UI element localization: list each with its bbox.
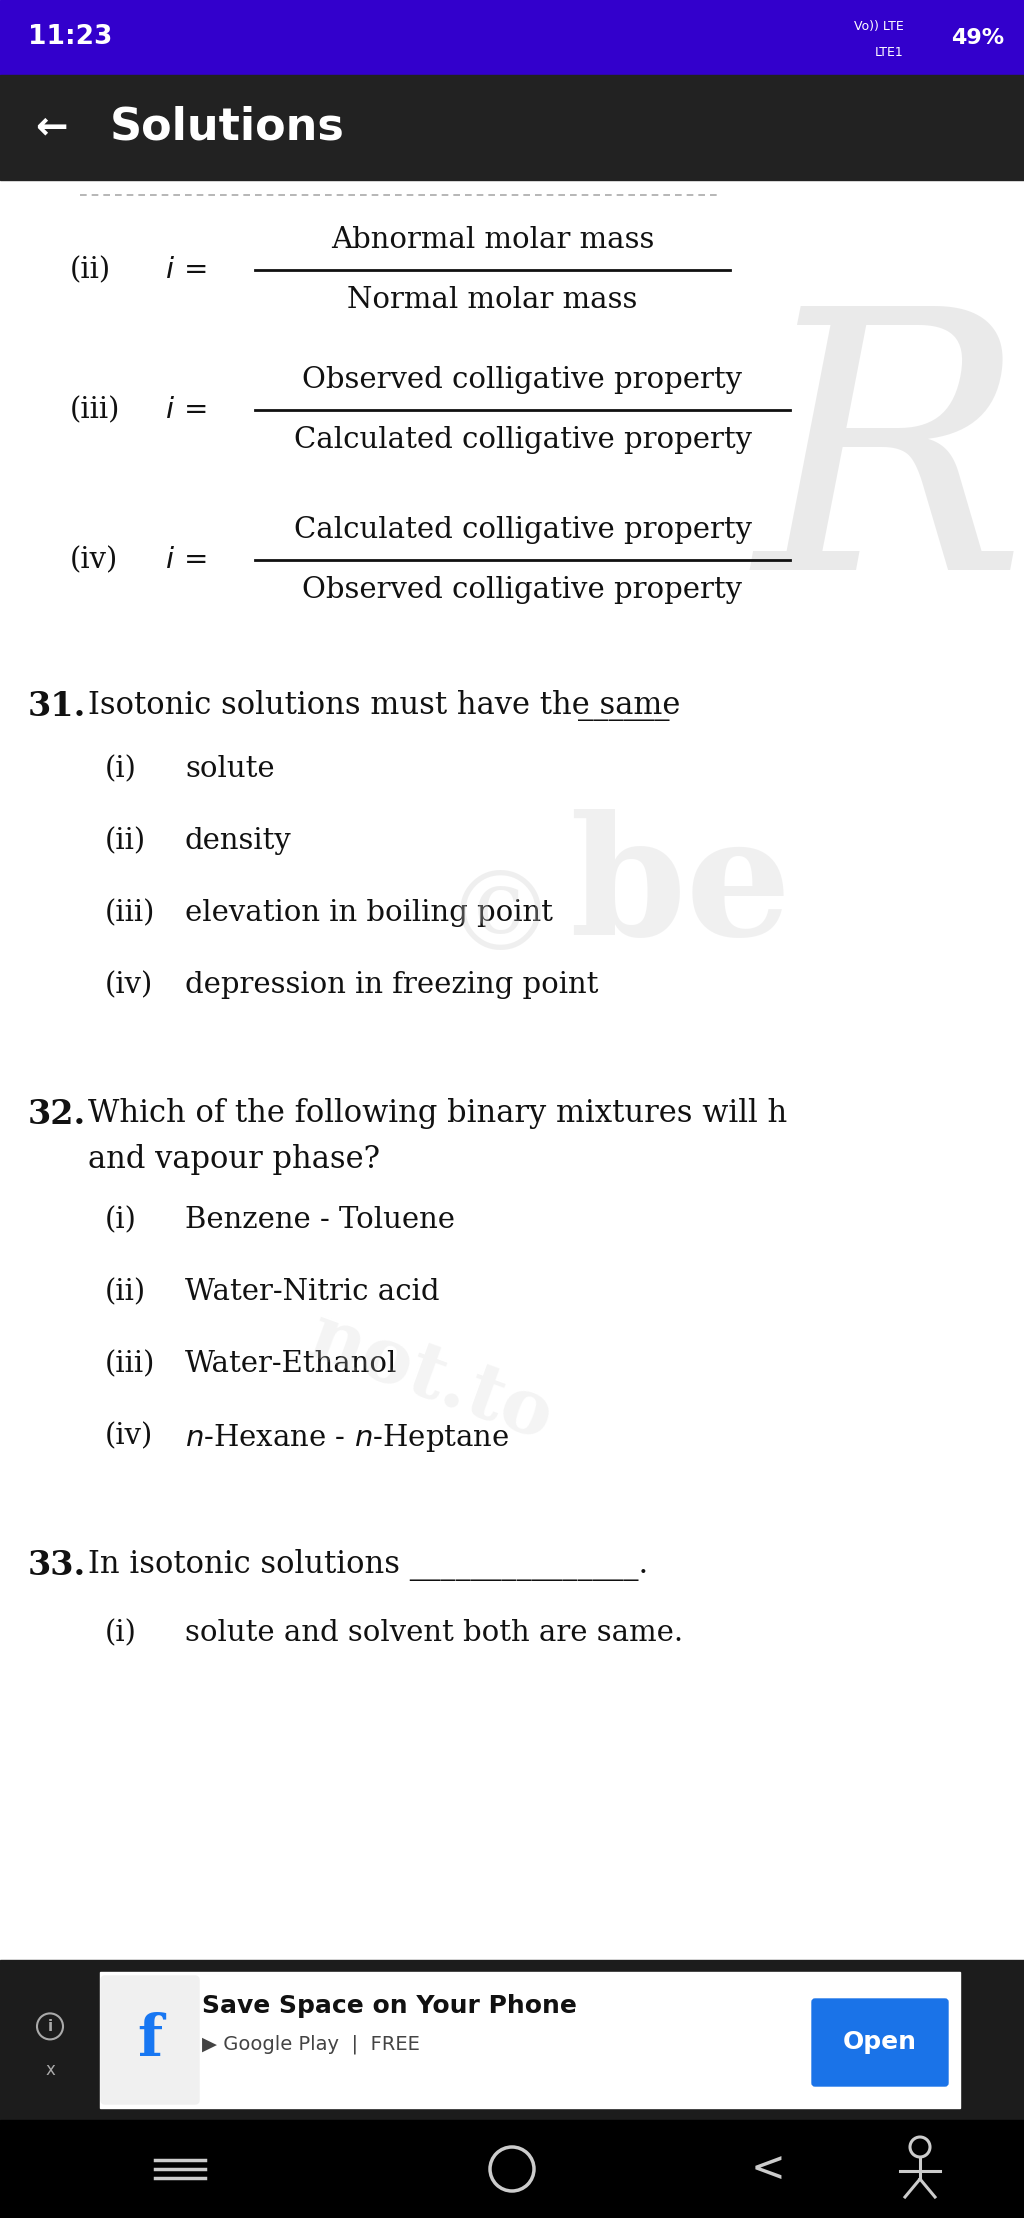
Text: f: f: [137, 2012, 163, 2067]
Text: elevation in boiling point: elevation in boiling point: [185, 898, 553, 927]
Bar: [0, 2120, 1024, 2218]
Text: (iv): (iv): [105, 1422, 154, 1451]
Text: (iv): (iv): [70, 546, 118, 574]
Text: depression in freezing point: depression in freezing point: [185, 971, 598, 998]
Text: 31.: 31.: [28, 690, 86, 723]
Text: Vo)) LTE: Vo)) LTE: [854, 20, 904, 33]
Text: Save Space on Your Phone: Save Space on Your Phone: [202, 1994, 577, 2018]
Text: be: be: [568, 810, 792, 971]
Text: <: <: [751, 2147, 785, 2189]
Text: Calculated colligative property: Calculated colligative property: [294, 426, 752, 455]
Text: (iii): (iii): [105, 898, 156, 927]
Text: (ii): (ii): [105, 827, 146, 854]
Text: ▶ Google Play  |  FREE: ▶ Google Play | FREE: [202, 2034, 420, 2054]
Text: (iii): (iii): [105, 1351, 156, 1377]
Bar: [0, 0, 1024, 75]
Text: i: i: [47, 2018, 52, 2034]
Text: Water-Ethanol: Water-Ethanol: [185, 1351, 397, 1377]
Text: R: R: [754, 295, 1024, 645]
Text: LTE1: LTE1: [876, 47, 904, 60]
Bar: [0, 1961, 1024, 2120]
Text: Which of the following binary mixtures will h: Which of the following binary mixtures w…: [88, 1098, 787, 1129]
Text: (iv): (iv): [105, 971, 154, 998]
Text: In isotonic solutions _______________.: In isotonic solutions _______________.: [88, 1548, 648, 1581]
Text: Observed colligative property: Observed colligative property: [302, 366, 742, 395]
Text: Benzene - Toluene: Benzene - Toluene: [185, 1207, 455, 1233]
Text: ←: ←: [35, 109, 68, 146]
Text: $n$-Hexane - $n$-Heptane: $n$-Hexane - $n$-Heptane: [185, 1422, 509, 1455]
FancyBboxPatch shape: [812, 1998, 948, 2085]
Text: ______: ______: [578, 690, 670, 721]
Text: 33.: 33.: [28, 1548, 86, 1581]
Text: (ii): (ii): [105, 1278, 146, 1306]
Text: and vapour phase?: and vapour phase?: [88, 1144, 380, 1176]
Text: x: x: [45, 2061, 55, 2078]
Text: 11:23: 11:23: [28, 24, 113, 51]
Text: Observed colligative property: Observed colligative property: [302, 577, 742, 603]
Text: $i\,=$: $i\,=$: [165, 546, 207, 574]
Text: density: density: [185, 827, 292, 854]
Text: Solutions: Solutions: [110, 106, 345, 149]
Text: solute and solvent both are same.: solute and solvent both are same.: [185, 1619, 683, 1648]
Text: Water-Nitric acid: Water-Nitric acid: [185, 1278, 439, 1306]
Text: $i\,=$: $i\,=$: [165, 255, 207, 284]
Text: (i): (i): [105, 1207, 137, 1233]
Text: Abnormal molar mass: Abnormal molar mass: [331, 226, 654, 255]
Text: (i): (i): [105, 1619, 137, 1648]
Text: not.to: not.to: [298, 1300, 562, 1457]
FancyBboxPatch shape: [101, 1976, 199, 2105]
Text: 49%: 49%: [951, 27, 1004, 47]
Text: Normal molar mass: Normal molar mass: [347, 286, 638, 315]
Text: (ii): (ii): [70, 255, 112, 284]
Text: 32.: 32.: [28, 1098, 86, 1131]
Text: Isotonic solutions must have the same: Isotonic solutions must have the same: [88, 690, 690, 721]
Text: ©: ©: [444, 867, 556, 974]
Bar: [0, 75, 1024, 180]
Bar: [100, 1972, 961, 2107]
Text: $i\,=$: $i\,=$: [165, 397, 207, 424]
Text: (i): (i): [105, 754, 137, 783]
Text: Open: Open: [843, 2029, 918, 2054]
Text: (iii): (iii): [70, 397, 121, 424]
Text: solute: solute: [185, 754, 274, 783]
Text: Calculated colligative property: Calculated colligative property: [294, 517, 752, 543]
